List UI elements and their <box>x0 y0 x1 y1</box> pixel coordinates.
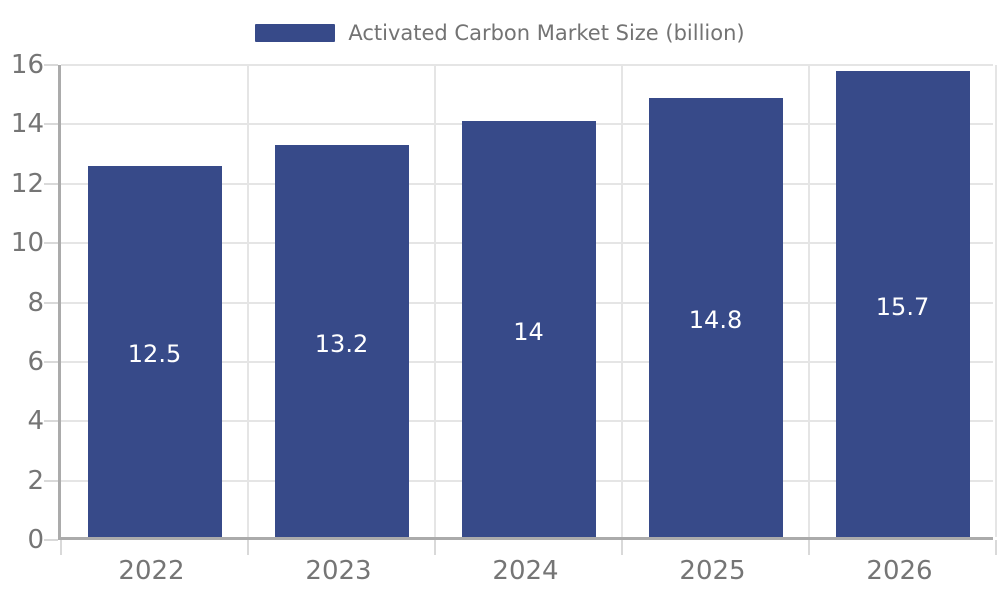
x-tick-label: 2026 <box>866 556 933 586</box>
x-axis-tick <box>434 540 436 555</box>
bar-value-label: 14 <box>513 318 544 347</box>
y-axis-tick <box>44 242 58 245</box>
x-tick-label: 2025 <box>679 556 746 586</box>
bar-value-label: 15.7 <box>875 292 930 321</box>
legend-swatch <box>255 24 336 42</box>
bar <box>835 70 970 537</box>
x-axis-tick <box>995 540 997 555</box>
y-tick-label: 6 <box>27 346 44 377</box>
y-tick-label: 14 <box>10 109 44 140</box>
x-axis-tick <box>60 540 62 555</box>
y-tick-label: 16 <box>10 50 44 80</box>
x-tick-label: 2022 <box>118 556 185 586</box>
bar-value-label: 13.2 <box>314 330 369 359</box>
y-axis-tick <box>44 182 58 185</box>
y-axis-tick <box>44 420 58 423</box>
y-tick-label: 12 <box>10 168 44 199</box>
x-tick-label: 2023 <box>305 556 372 586</box>
gridline-x <box>434 65 436 537</box>
y-tick-label: 10 <box>10 228 44 259</box>
bar <box>461 121 596 537</box>
bar-value-label: 12.5 <box>127 340 182 369</box>
x-axis-tick <box>808 540 810 555</box>
plot-area: 12.5 13.2 14 14.8 15.7 <box>44 64 997 555</box>
y-tick-label: 4 <box>27 406 44 437</box>
y-axis-tick <box>44 539 58 541</box>
gridline-y <box>61 64 993 66</box>
bar <box>274 145 409 537</box>
bar <box>87 165 222 537</box>
x-axis-tick <box>621 540 623 555</box>
gridline-x <box>247 65 249 537</box>
legend-item[interactable]: Activated Carbon Market Size (billion) <box>0 20 1000 46</box>
gridline-x <box>808 65 810 537</box>
y-tick-label: 8 <box>27 287 44 318</box>
y-axis-tick <box>44 64 58 66</box>
x-axis-tick <box>247 540 249 555</box>
y-tick-label: 2 <box>27 465 44 496</box>
legend-label: Activated Carbon Market Size (billion) <box>348 21 745 45</box>
y-tick-label: 0 <box>27 525 44 555</box>
gridline-x <box>621 65 623 537</box>
y-axis-tick <box>44 479 58 482</box>
y-axis-tick <box>44 301 58 304</box>
gridline-x <box>995 65 997 537</box>
y-axis-tick <box>44 360 58 363</box>
bar <box>648 97 783 537</box>
bar-value-label: 14.8 <box>688 306 743 335</box>
x-tick-label: 2024 <box>492 556 559 586</box>
y-axis-tick <box>44 123 58 126</box>
